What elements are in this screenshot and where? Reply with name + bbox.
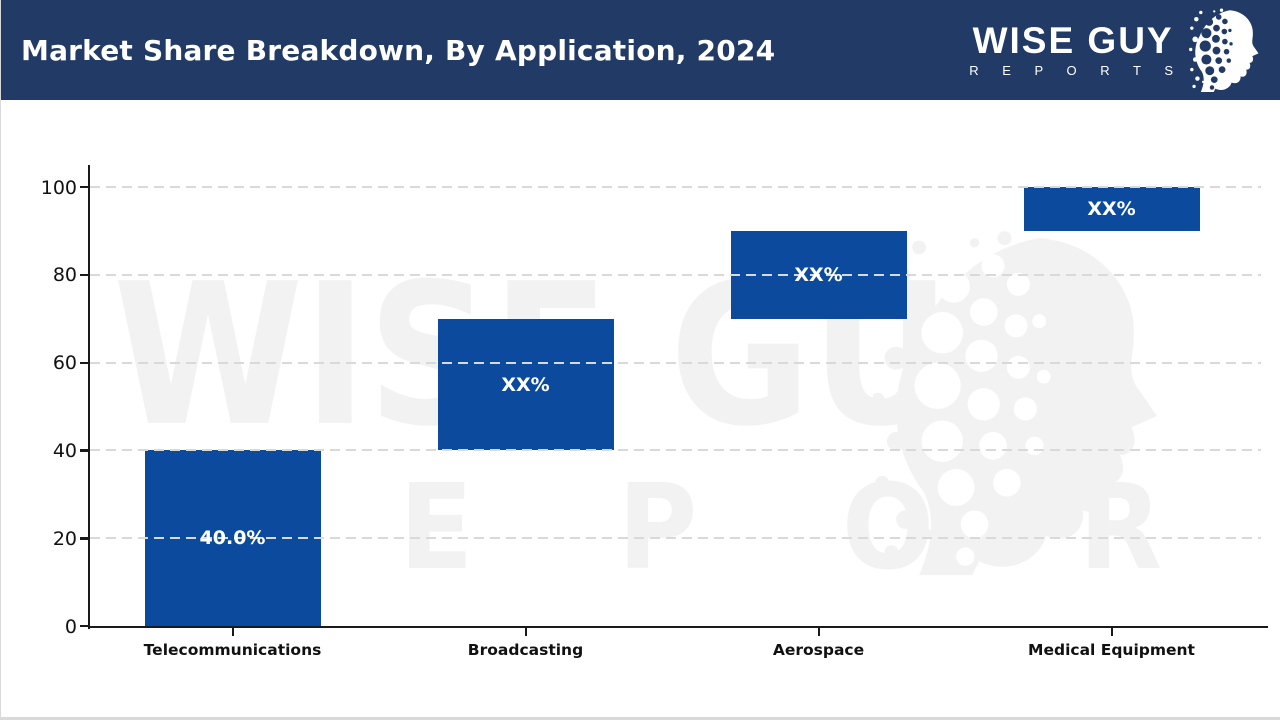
bar-medical-equipment	[1023, 187, 1200, 231]
x-axis-label-1: Broadcasting	[467, 641, 584, 659]
chart-region: WISE GUY R E P O R T S 02040608010040.0%…	[1, 100, 1280, 717]
y-tick-label-80: 80	[52, 264, 77, 287]
logo-wordmark: WISE GUY	[972, 20, 1174, 61]
y-tick-label-20: 20	[52, 527, 77, 550]
x-tick-1	[524, 628, 527, 636]
y-tick-80	[80, 273, 88, 277]
gridline-100	[90, 186, 1261, 188]
y-tick-label-40: 40	[52, 439, 77, 462]
x-axis-label-0: Telecommunications	[143, 641, 322, 659]
logo-text: WISE GUY R E P O R T S	[963, 22, 1183, 78]
x-tick-0	[231, 628, 234, 636]
x-axis-line	[88, 625, 1268, 628]
bar-value-label: XX%	[794, 263, 843, 286]
header: Market Share Breakdown, By Application, …	[1, 0, 1280, 100]
bar-broadcasting	[437, 318, 614, 451]
y-tick-label-60: 60	[52, 352, 77, 375]
y-tick-label-0: 0	[64, 615, 77, 638]
bar-value-label: 40.0%	[199, 527, 266, 550]
y-tick-20	[80, 537, 88, 540]
watermark-line2: R E P O R T S	[171, 458, 1280, 596]
gridline-60	[90, 361, 1261, 364]
y-tick-100	[80, 186, 88, 189]
y-tick-40	[80, 449, 88, 452]
brand-logo: WISE GUY R E P O R T S	[963, 8, 1267, 93]
dotted-head-profile-icon	[1185, 8, 1267, 93]
y-tick-0	[80, 625, 88, 628]
x-axis-label-2: Aerospace	[772, 641, 865, 659]
x-axis-label-3: Medical Equipment	[1028, 641, 1195, 659]
x-tick-2	[817, 628, 820, 636]
gridline-20	[90, 537, 1261, 540]
page-title: Market Share Breakdown, By Application, …	[21, 33, 776, 67]
gridline-40	[90, 449, 1261, 452]
bottom-rule	[1, 717, 1280, 720]
bar-value-label: XX%	[1087, 197, 1136, 220]
logo-subtext: R E P O R T S	[969, 63, 1183, 78]
y-axis-line	[88, 165, 91, 629]
gridline-80	[90, 273, 1261, 276]
bar-value-label: XX%	[501, 373, 550, 396]
x-tick-3	[1110, 628, 1113, 636]
y-tick-60	[80, 361, 88, 364]
y-tick-label-100: 100	[40, 176, 77, 199]
